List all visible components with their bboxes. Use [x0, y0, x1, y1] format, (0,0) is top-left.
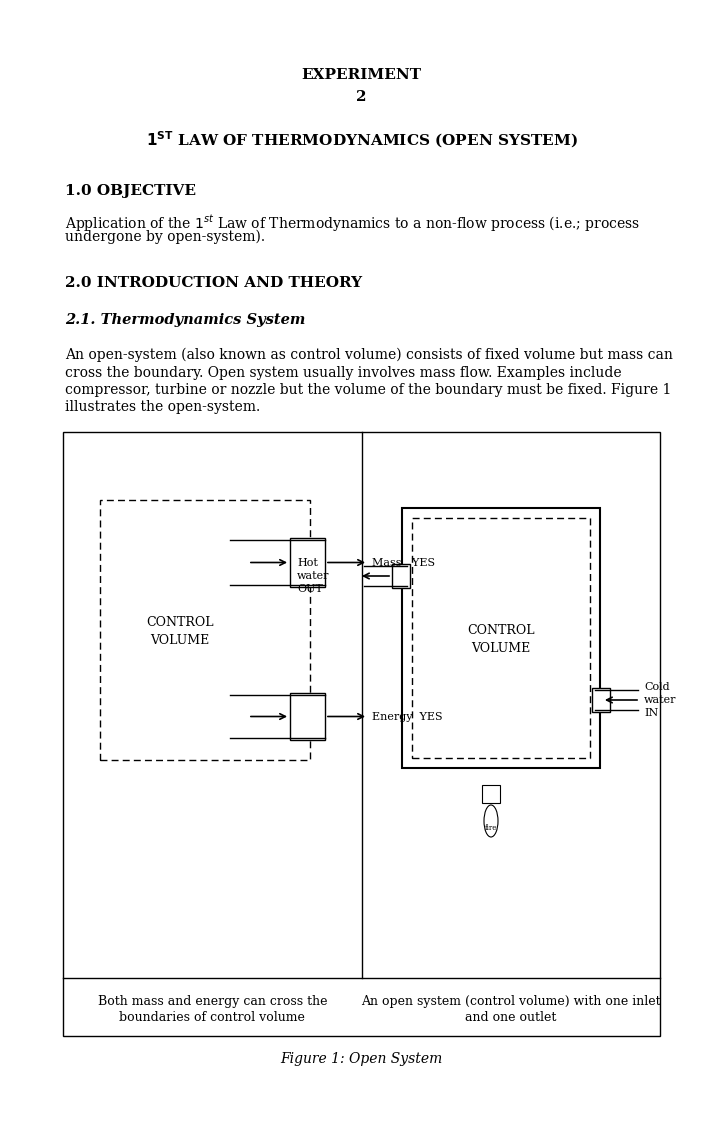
Text: boundaries of control volume: boundaries of control volume — [119, 1011, 305, 1024]
Text: illustrates the open-system.: illustrates the open-system. — [65, 400, 260, 414]
Text: An open-system (also known as control volume) consists of fixed volume but mass : An open-system (also known as control vo… — [65, 348, 673, 363]
Text: CONTROL: CONTROL — [467, 623, 535, 636]
Text: fire: fire — [485, 824, 497, 832]
Text: 2.0 INTRODUCTION AND THEORY: 2.0 INTRODUCTION AND THEORY — [65, 276, 362, 289]
Text: An open system (control volume) with one inlet: An open system (control volume) with one… — [361, 995, 661, 1008]
Text: OUT: OUT — [297, 583, 322, 594]
Text: undergone by open-system).: undergone by open-system). — [65, 230, 265, 245]
Text: $\mathbf{1^{ST}}$ LAW OF THERMODYNAMICS (OPEN SYSTEM): $\mathbf{1^{ST}}$ LAW OF THERMODYNAMICS … — [145, 130, 578, 150]
Text: VOLUME: VOLUME — [150, 634, 210, 646]
Bar — [290, 693, 325, 740]
Text: 2: 2 — [356, 90, 367, 104]
Bar — [290, 538, 325, 587]
Bar — [100, 500, 310, 760]
Text: IN: IN — [644, 708, 658, 718]
Text: Cold: Cold — [644, 682, 669, 692]
Text: compressor, turbine or nozzle but the volume of the boundary must be fixed. Figu: compressor, turbine or nozzle but the vo… — [65, 383, 672, 397]
Text: cross the boundary. Open system usually involves mass flow. Examples include: cross the boundary. Open system usually … — [65, 365, 622, 380]
Text: Application of the $1^{st}$ Law of Thermodynamics to a non-flow process (i.e.; p: Application of the $1^{st}$ Law of Therm… — [65, 213, 640, 233]
Text: Both mass and energy can cross the: Both mass and energy can cross the — [98, 995, 327, 1008]
Bar — [392, 564, 410, 588]
Text: 2.1. Thermodynamics System: 2.1. Thermodynamics System — [65, 313, 305, 327]
Bar — [412, 518, 590, 758]
Text: EXPERIMENT: EXPERIMENT — [301, 67, 422, 82]
Text: CONTROL: CONTROL — [146, 615, 213, 628]
Bar — [592, 688, 610, 712]
Bar — [482, 785, 500, 803]
Text: water: water — [297, 571, 330, 581]
Bar — [63, 432, 660, 1036]
Bar — [402, 508, 600, 768]
Text: Figure 1: Open System: Figure 1: Open System — [281, 1052, 442, 1066]
Text: Energy  YES: Energy YES — [372, 712, 442, 722]
Ellipse shape — [484, 805, 498, 837]
Text: 1.0 OBJECTIVE: 1.0 OBJECTIVE — [65, 184, 196, 198]
Text: VOLUME: VOLUME — [471, 642, 531, 654]
Text: Hot: Hot — [297, 558, 318, 569]
Text: water: water — [644, 696, 677, 705]
Text: and one outlet: and one outlet — [465, 1011, 557, 1024]
Text: Mass   YES: Mass YES — [372, 557, 435, 567]
